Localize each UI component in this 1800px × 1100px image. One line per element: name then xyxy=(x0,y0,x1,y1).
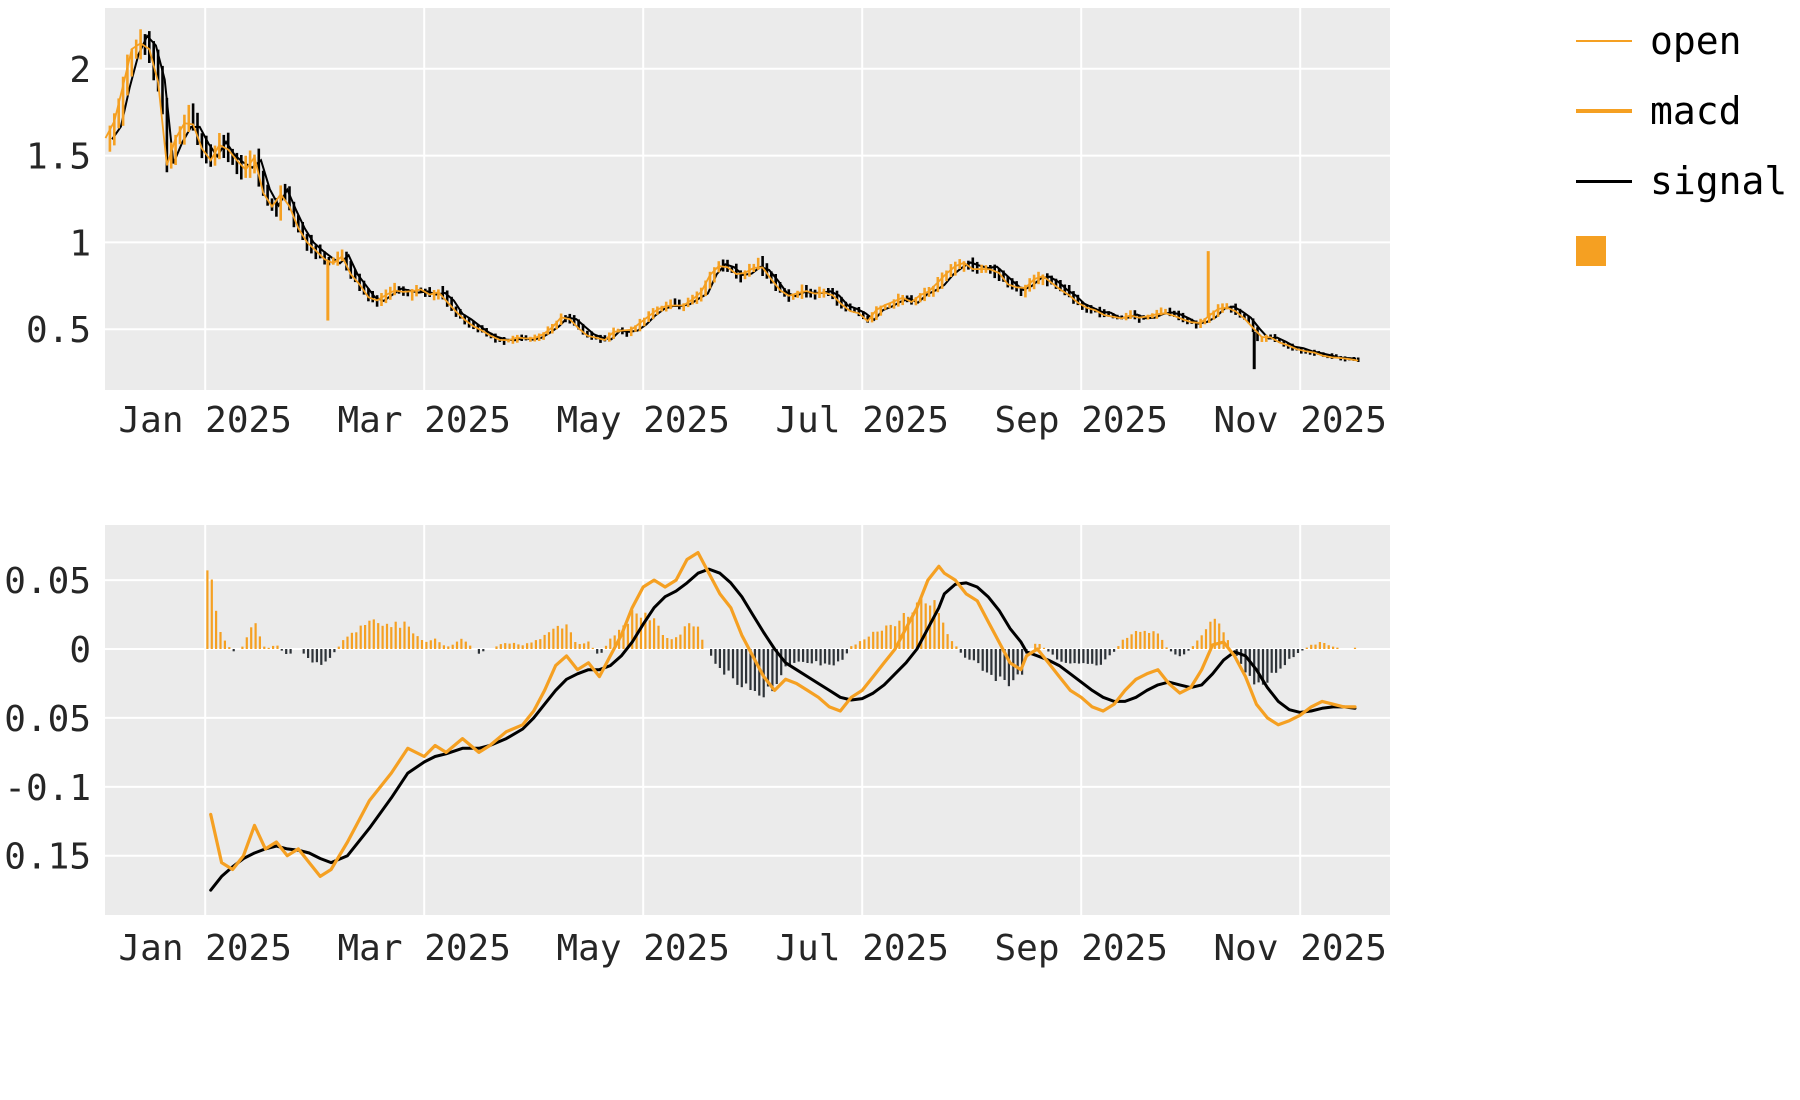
x-tick-label: Sep 2025 xyxy=(995,400,1168,441)
macd-plot-area xyxy=(105,525,1390,915)
price-grid xyxy=(105,8,1390,390)
x-tick-label: Sep 2025 xyxy=(995,928,1168,969)
y-tick-label: 1 xyxy=(69,223,91,264)
y-tick-label: 1.5 xyxy=(26,137,91,178)
legend-item-macd: macd xyxy=(1576,82,1787,140)
y-tick-label: 0.05 xyxy=(4,561,91,602)
histogram-square-swatch xyxy=(1576,236,1632,266)
x-tick-label: Jul 2025 xyxy=(776,400,949,441)
legend-item-signal: signal xyxy=(1576,152,1787,210)
y-tick-label: -0.1 xyxy=(4,768,91,809)
macd-x-tick-labels: Jan 2025 Mar 2025 May 2025 Jul 2025 Sep 2025… xyxy=(118,928,1386,969)
legend-label-signal: signal xyxy=(1650,159,1788,203)
y-tick-label: -0.15 xyxy=(0,837,91,878)
price-plot-area xyxy=(105,8,1390,390)
macd-series xyxy=(209,550,1357,892)
x-tick-label: Jul 2025 xyxy=(776,928,949,969)
macd-chart: Jan 2025 Mar 2025 May 2025 Jul 2025 Sep 2025… xyxy=(0,525,1390,969)
x-tick-label: Nov 2025 xyxy=(1214,400,1387,441)
y-tick-label: 2 xyxy=(69,50,91,91)
price-x-tick-labels: Jan 2025 Mar 2025 May 2025 Jul 2025 Sep 2025… xyxy=(118,400,1386,441)
macd-y-tick-labels: 0.05 0 -0.05 -0.1 -0.15 xyxy=(0,561,91,878)
y-tick-label: 0.5 xyxy=(26,310,91,351)
price-series xyxy=(104,29,1360,370)
legend-item-histogram xyxy=(1576,222,1787,280)
x-tick-label: Nov 2025 xyxy=(1214,928,1387,969)
y-tick-label: -0.05 xyxy=(0,699,91,740)
signal-line-swatch xyxy=(1576,179,1632,183)
legend: open macd signal xyxy=(1576,12,1787,280)
y-tick-label: 0 xyxy=(69,630,91,671)
x-tick-label: Mar 2025 xyxy=(338,400,511,441)
x-tick-label: Jan 2025 xyxy=(118,400,291,441)
x-tick-label: May 2025 xyxy=(557,400,730,441)
x-tick-label: Mar 2025 xyxy=(338,928,511,969)
legend-item-open: open xyxy=(1576,12,1787,70)
macd-histogram xyxy=(206,570,1357,698)
x-tick-label: Jan 2025 xyxy=(118,928,291,969)
open-line-swatch xyxy=(1576,40,1632,42)
legend-label-macd: macd xyxy=(1650,89,1742,133)
price-chart: Jan 2025 Mar 2025 May 2025 Jul 2025 Sep 2025… xyxy=(26,8,1390,441)
price-y-tick-labels: 2 1.5 1 0.5 xyxy=(26,50,91,351)
macd-line-swatch xyxy=(1576,109,1632,113)
x-tick-label: May 2025 xyxy=(557,928,730,969)
legend-label-open: open xyxy=(1650,19,1742,63)
